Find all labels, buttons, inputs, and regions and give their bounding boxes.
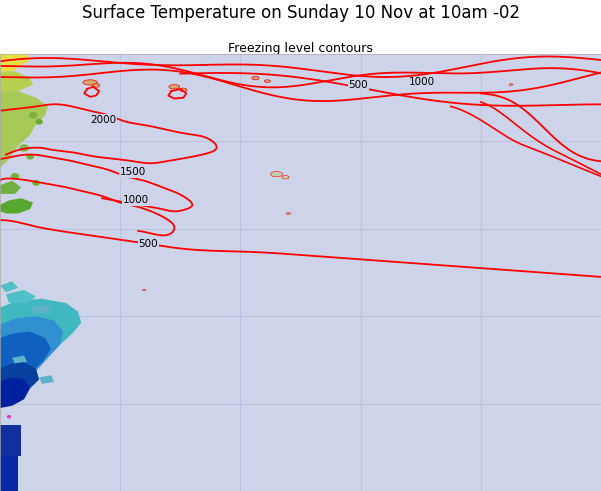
Polygon shape bbox=[0, 331, 51, 390]
Ellipse shape bbox=[252, 76, 259, 80]
Text: 500: 500 bbox=[349, 80, 368, 89]
Polygon shape bbox=[30, 305, 51, 314]
Polygon shape bbox=[0, 425, 21, 456]
Polygon shape bbox=[6, 290, 36, 303]
Text: 500: 500 bbox=[138, 239, 158, 249]
Ellipse shape bbox=[93, 84, 100, 87]
Circle shape bbox=[33, 181, 39, 185]
Ellipse shape bbox=[282, 175, 289, 179]
Polygon shape bbox=[39, 375, 54, 384]
Circle shape bbox=[36, 120, 42, 124]
Circle shape bbox=[20, 145, 28, 151]
Ellipse shape bbox=[287, 213, 291, 215]
Text: Surface Temperature on Sunday 10 Nov at 10am -02: Surface Temperature on Sunday 10 Nov at … bbox=[82, 4, 519, 22]
Polygon shape bbox=[0, 299, 81, 390]
Text: 2000: 2000 bbox=[90, 114, 116, 125]
Polygon shape bbox=[0, 181, 21, 194]
Polygon shape bbox=[0, 362, 39, 399]
Ellipse shape bbox=[142, 289, 146, 291]
Ellipse shape bbox=[83, 80, 97, 85]
Polygon shape bbox=[0, 316, 63, 395]
Polygon shape bbox=[0, 91, 48, 167]
Polygon shape bbox=[0, 378, 30, 408]
Ellipse shape bbox=[509, 84, 513, 85]
Text: Freezing level contours: Freezing level contours bbox=[228, 42, 373, 55]
Polygon shape bbox=[0, 72, 33, 91]
Text: 1000: 1000 bbox=[409, 78, 435, 87]
Polygon shape bbox=[0, 456, 18, 491]
Circle shape bbox=[29, 112, 37, 118]
Polygon shape bbox=[0, 198, 33, 214]
Circle shape bbox=[11, 174, 19, 179]
Text: 1000: 1000 bbox=[123, 195, 149, 205]
Circle shape bbox=[27, 155, 33, 159]
Ellipse shape bbox=[180, 88, 187, 92]
Circle shape bbox=[7, 415, 11, 418]
Ellipse shape bbox=[270, 171, 282, 177]
Polygon shape bbox=[0, 54, 30, 72]
Polygon shape bbox=[12, 355, 27, 364]
Ellipse shape bbox=[169, 84, 180, 89]
Ellipse shape bbox=[264, 80, 270, 82]
Text: 1500: 1500 bbox=[120, 167, 147, 177]
Polygon shape bbox=[0, 281, 18, 292]
